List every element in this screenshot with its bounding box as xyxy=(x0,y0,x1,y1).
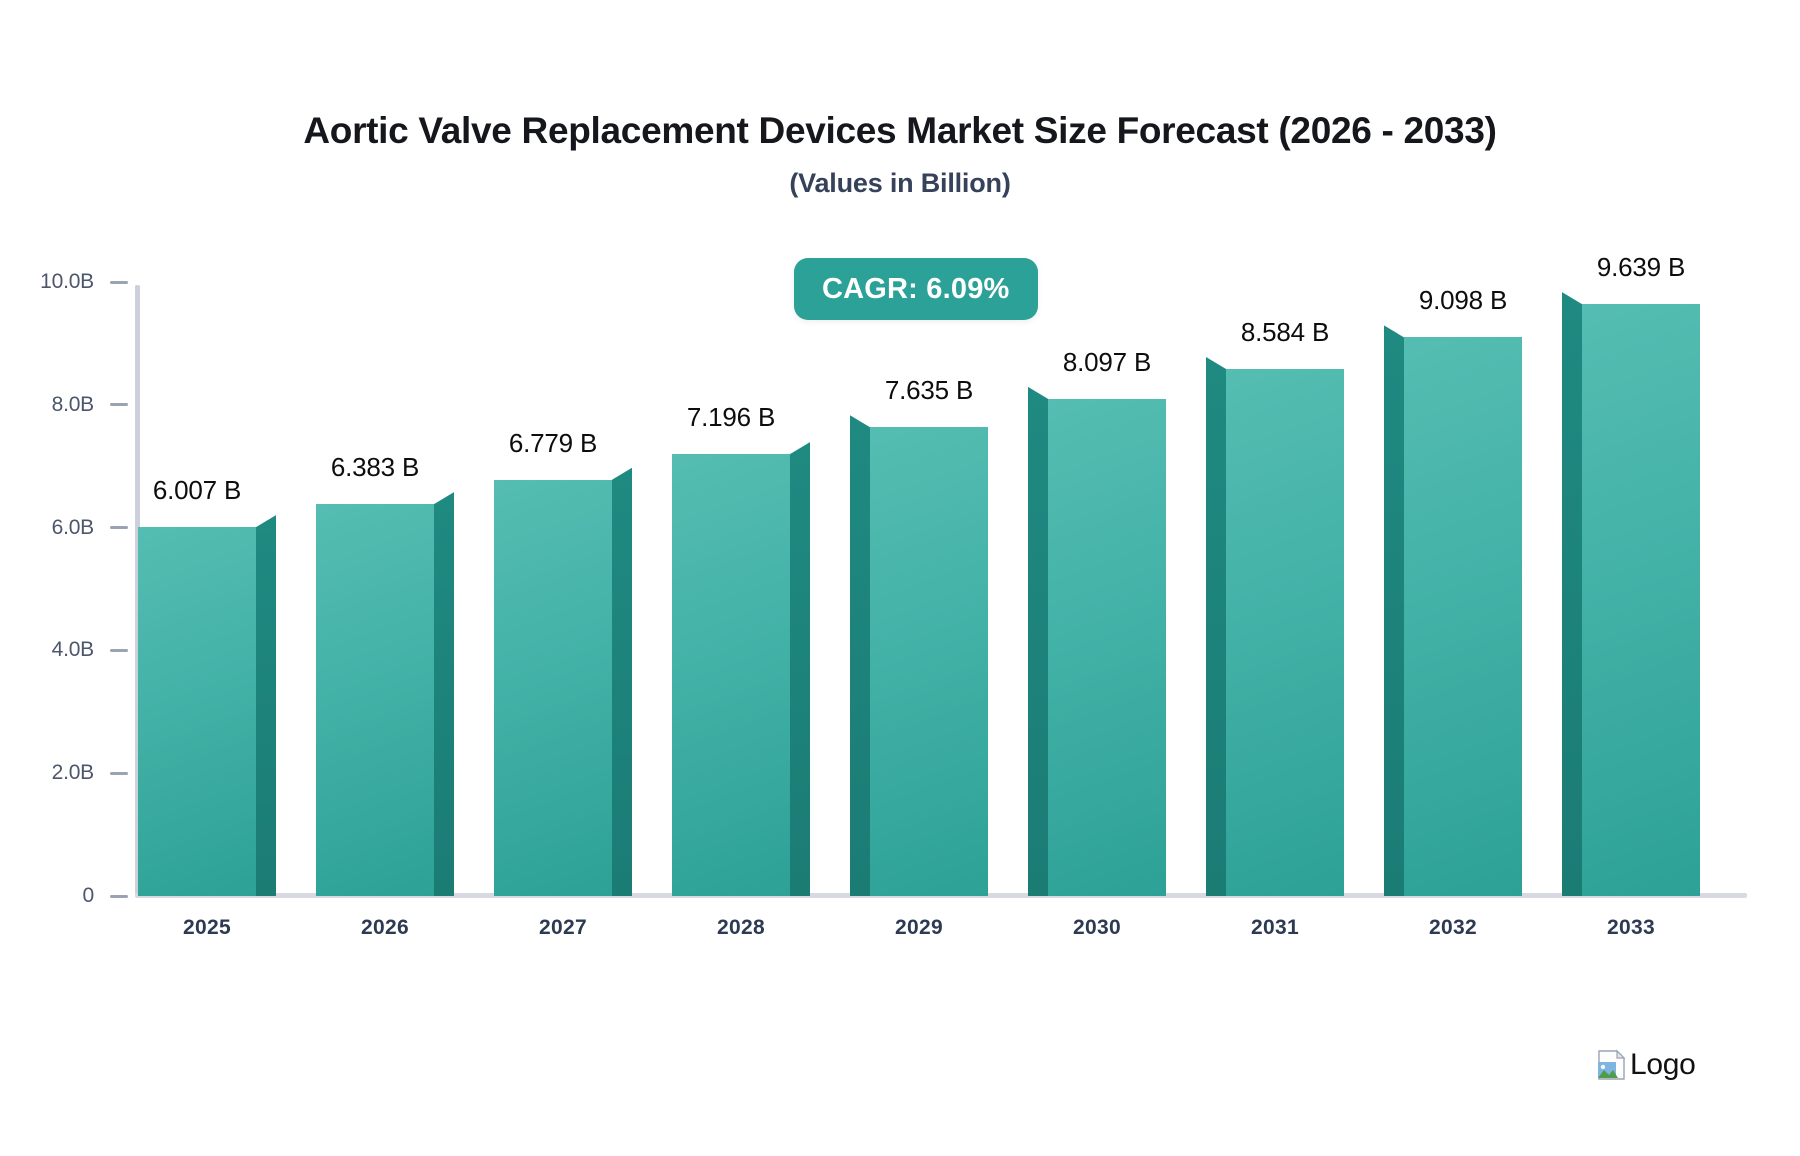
y-axis-tick: 10.0B xyxy=(0,270,128,294)
bar-2030[interactable] xyxy=(1028,386,1166,896)
y-axis-line xyxy=(135,285,140,896)
bar-value-label: 6.779 B xyxy=(508,427,598,458)
bar-value-label: 8.584 B xyxy=(1240,316,1330,347)
bar-side-face xyxy=(1206,356,1226,896)
y-axis-tick: 8.0B xyxy=(0,393,128,417)
bar-2026[interactable] xyxy=(316,492,454,896)
y-axis-tick-label: 6.0B xyxy=(51,515,95,539)
y-axis-tick-label: 2.0B xyxy=(51,761,95,785)
bar-front-face xyxy=(1226,368,1344,896)
y-axis-tick: 2.0B xyxy=(0,761,128,785)
bar-side-face xyxy=(1384,325,1404,896)
x-axis-label-2028: 2028 xyxy=(717,916,765,939)
chart-subtitle: (Values in Billion) xyxy=(789,168,1011,198)
bar-2028[interactable] xyxy=(672,442,810,896)
y-axis-tick: 0 xyxy=(0,884,128,908)
y-axis-tick-mark xyxy=(110,894,128,898)
logo-placeholder: Logo xyxy=(1596,1048,1696,1082)
logo-alt-text: Logo xyxy=(1630,1048,1696,1081)
y-axis-tick-label: 0 xyxy=(82,884,95,907)
bar-front-face xyxy=(1582,304,1700,896)
y-axis-tick-mark xyxy=(110,526,128,530)
cagr-badge: CAGR: 6.09% xyxy=(794,258,1038,320)
y-axis-tick: 6.0B xyxy=(0,516,128,540)
x-axis-label-2029: 2029 xyxy=(895,916,943,939)
x-axis-label-2027: 2027 xyxy=(539,916,587,939)
bar-front-face xyxy=(672,454,790,896)
x-axis-label-2026: 2026 xyxy=(361,916,409,939)
bar-value-label: 9.639 B xyxy=(1596,252,1686,283)
y-axis-tick-mark xyxy=(110,648,128,652)
bar-side-face xyxy=(612,467,632,896)
y-axis-tick: 4.0B xyxy=(0,638,128,662)
y-axis-tick-mark xyxy=(110,771,128,775)
x-axis-label-2032: 2032 xyxy=(1429,916,1477,939)
y-axis-tick-label: 8.0B xyxy=(51,392,95,416)
bar-2025[interactable] xyxy=(138,515,276,896)
bar-side-face xyxy=(1028,386,1048,896)
bar-front-face xyxy=(316,504,434,896)
page-title: Aortic Valve Replacement Devices Market … xyxy=(303,110,1497,151)
bar-front-face xyxy=(870,427,988,896)
y-axis-tick-label: 10.0B xyxy=(40,270,94,293)
bar-front-face xyxy=(494,479,612,896)
bar-side-face xyxy=(850,415,870,896)
bar-value-label: 7.635 B xyxy=(884,375,974,406)
bar-value-label: 8.097 B xyxy=(1062,346,1152,377)
x-axis-label-2031: 2031 xyxy=(1251,916,1299,939)
y-axis-tick-mark xyxy=(110,403,128,407)
bar-front-face xyxy=(1404,337,1522,896)
bar-side-face xyxy=(1562,292,1582,896)
bar-2032[interactable] xyxy=(1384,325,1522,896)
y-axis-tick-label: 4.0B xyxy=(51,638,95,662)
bar-2029[interactable] xyxy=(850,415,988,896)
bar-side-face xyxy=(434,492,454,896)
x-axis-label-2033: 2033 xyxy=(1607,916,1655,939)
bar-value-label: 6.007 B xyxy=(152,475,242,506)
bar-value-label: 6.383 B xyxy=(330,452,420,483)
bar-value-label: 9.098 B xyxy=(1418,285,1508,316)
bar-2033[interactable] xyxy=(1562,292,1700,896)
bar-side-face xyxy=(790,442,810,896)
bar-side-face xyxy=(256,515,276,896)
bar-2027[interactable] xyxy=(494,467,632,896)
bar-value-label: 7.196 B xyxy=(686,402,776,433)
broken-image-icon xyxy=(1598,1049,1626,1080)
bar-2031[interactable] xyxy=(1206,356,1344,896)
x-axis-label-2030: 2030 xyxy=(1073,916,1121,939)
x-axis-label-2025: 2025 xyxy=(183,916,231,939)
y-axis-tick-mark xyxy=(110,280,128,284)
bar-front-face xyxy=(138,527,256,896)
bar-front-face xyxy=(1048,398,1166,896)
